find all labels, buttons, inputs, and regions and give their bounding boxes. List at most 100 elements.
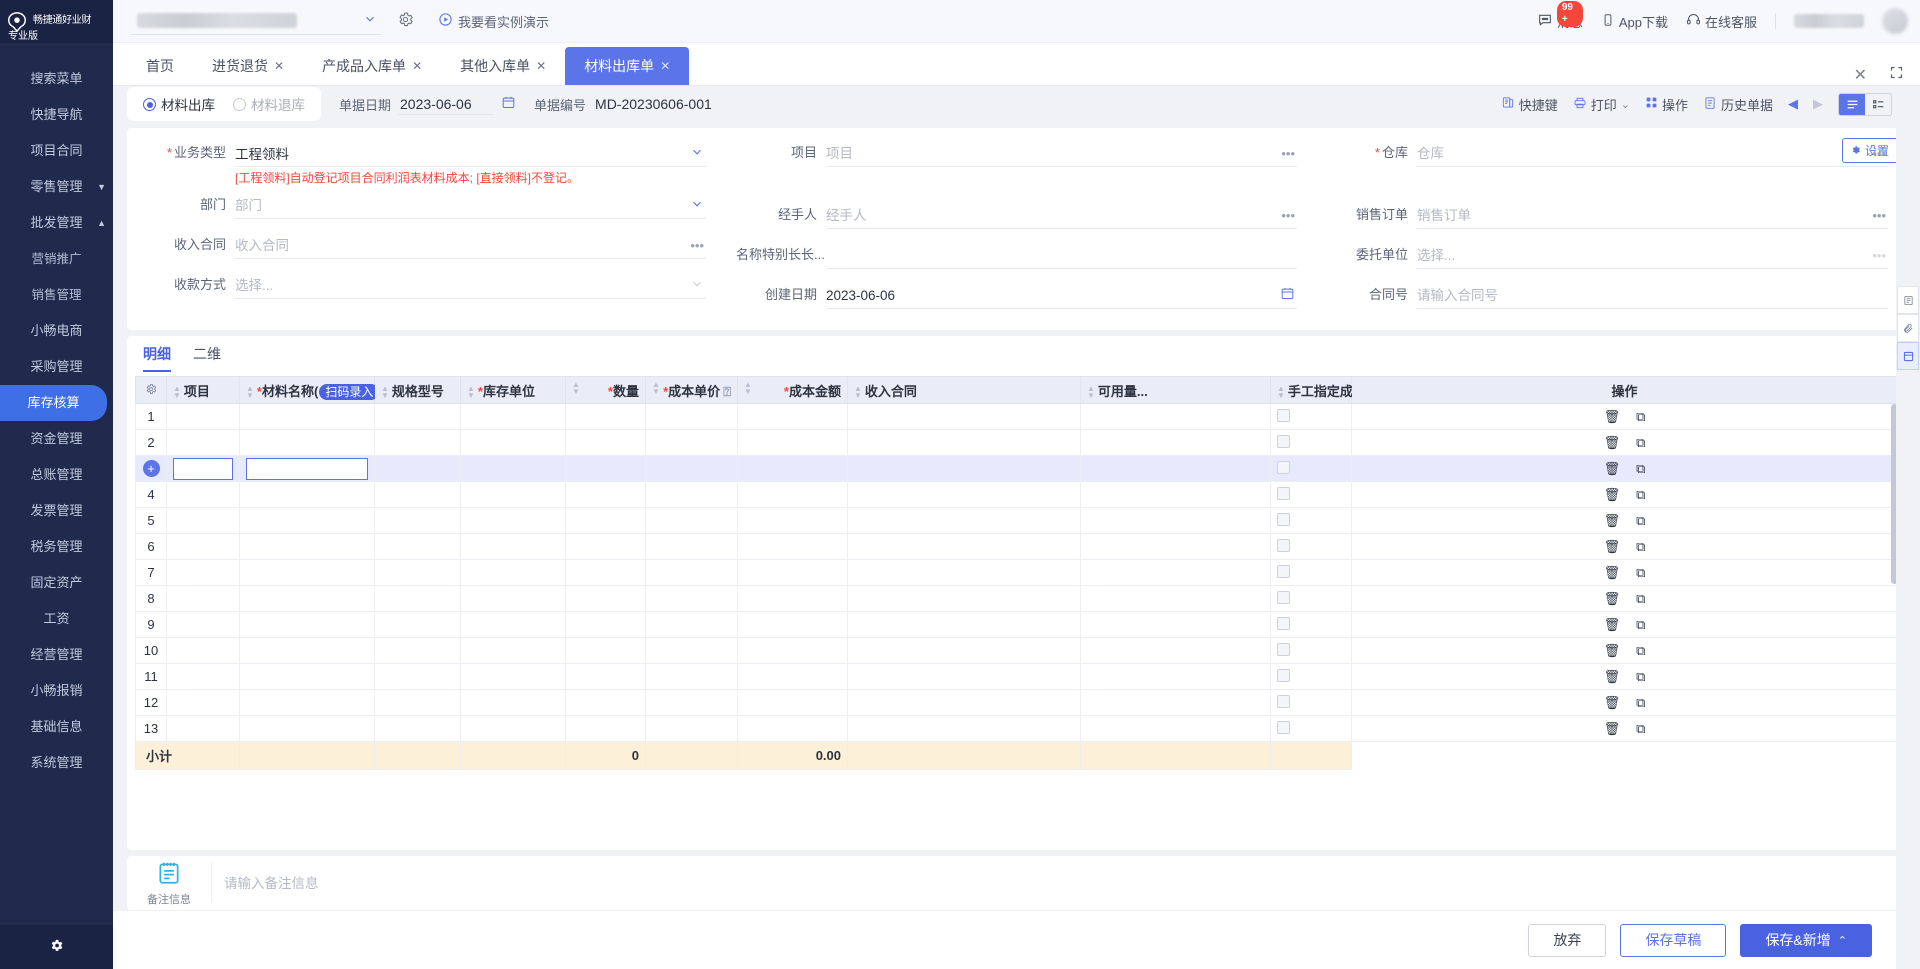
gear-icon[interactable] (49, 938, 64, 956)
cell-manual-cost[interactable] (1270, 637, 1352, 664)
warehouse-input[interactable] (1417, 145, 1888, 161)
cell-spec[interactable] (374, 481, 461, 508)
cell-qty[interactable] (565, 403, 646, 430)
ellipsis-icon[interactable]: ••• (1872, 145, 1886, 161)
col-cost-price[interactable]: ▲ ▼ *成本单价 ⍰ (645, 376, 738, 404)
cell-available[interactable] (1080, 611, 1271, 638)
cell-amount[interactable] (737, 403, 848, 430)
cell-price[interactable] (645, 663, 738, 690)
cell-price[interactable] (645, 481, 738, 508)
cell-unit[interactable] (460, 637, 566, 664)
cell-qty[interactable] (565, 559, 646, 586)
trash-icon[interactable]: 🗑 (1603, 642, 1621, 658)
cell-project[interactable] (166, 507, 240, 534)
cell-project[interactable] (166, 429, 240, 456)
cell-income-contract[interactable] (847, 663, 1081, 690)
trash-icon[interactable]: 🗑 (1603, 408, 1621, 424)
cell-manual-cost[interactable] (1270, 507, 1352, 534)
manual-cost-checkbox[interactable] (1277, 564, 1290, 578)
cell-manual-cost[interactable] (1270, 455, 1352, 482)
payment-method-input[interactable] (235, 277, 706, 293)
chevron-down-icon[interactable]: ⌄ (1620, 98, 1630, 111)
manual-cost-checkbox[interactable] (1277, 668, 1290, 682)
manual-cost-checkbox[interactable] (1277, 590, 1290, 604)
cell-manual-cost[interactable] (1270, 403, 1352, 430)
income-contract-input[interactable] (235, 237, 706, 253)
field-control[interactable] (826, 242, 1297, 269)
cell-spec[interactable] (374, 559, 461, 586)
online-service-button[interactable]: 在线客服 (1686, 12, 1757, 31)
trash-icon[interactable]: 🗑 (1603, 460, 1621, 476)
cell-qty[interactable] (565, 663, 646, 690)
cell-price[interactable] (645, 507, 738, 534)
chevron-down-icon[interactable] (690, 277, 704, 294)
copy-icon[interactable]: ⧉ (1636, 486, 1646, 502)
field-control[interactable]: ••• (1417, 140, 1888, 167)
sidebar-item-retail[interactable]: 零售管理 ▼ (0, 169, 113, 205)
memo-input[interactable] (224, 875, 1894, 891)
sidebar-item-purchase[interactable]: 采购管理 (0, 349, 113, 385)
field-control[interactable] (235, 192, 706, 219)
cell-unit[interactable] (460, 585, 566, 612)
trash-icon[interactable]: 🗑 (1603, 668, 1621, 684)
cell-available[interactable] (1080, 429, 1271, 456)
sidebar-item-invoice[interactable]: 发票管理 (0, 493, 113, 529)
sales-order-input[interactable] (1417, 207, 1888, 223)
cell-available[interactable] (1080, 403, 1271, 430)
cell-amount[interactable] (737, 689, 848, 716)
trash-icon[interactable]: 🗑 (1603, 564, 1621, 580)
sidebar-item-basic-info[interactable]: 基础信息 (0, 709, 113, 745)
tab-detail[interactable]: 明细 (143, 344, 171, 372)
table-row[interactable]: 13 🗑 ⧉ (135, 715, 1898, 742)
cell-material-name[interactable] (239, 663, 375, 690)
manual-cost-checkbox[interactable] (1277, 434, 1290, 448)
cell-material-name[interactable] (239, 689, 375, 716)
cell-price[interactable] (645, 455, 738, 482)
copy-icon[interactable]: ⧉ (1636, 694, 1646, 710)
cell-qty[interactable] (565, 585, 646, 612)
cell-unit[interactable] (460, 663, 566, 690)
cell-income-contract[interactable] (847, 533, 1081, 560)
create-date-input[interactable] (826, 287, 1297, 303)
cell-material-name[interactable] (239, 611, 375, 638)
cell-spec[interactable] (374, 533, 461, 560)
contract-no-input[interactable] (1417, 287, 1888, 303)
cell-available[interactable] (1080, 585, 1271, 612)
calendar-icon[interactable] (1280, 286, 1295, 304)
avatar[interactable] (1882, 8, 1908, 34)
cell-project[interactable] (166, 715, 240, 742)
trash-icon[interactable]: 🗑 (1603, 694, 1621, 710)
table-row[interactable]: 8 🗑 ⧉ (135, 585, 1898, 612)
manual-cost-checkbox[interactable] (1277, 720, 1290, 734)
department-input[interactable] (235, 197, 706, 213)
manual-cost-checkbox[interactable] (1277, 694, 1290, 708)
cell-project[interactable] (166, 689, 240, 716)
cell-price[interactable] (645, 611, 738, 638)
trash-icon[interactable]: 🗑 (1603, 720, 1621, 736)
help-icon[interactable]: ⍰ (723, 383, 731, 399)
chevron-down-icon[interactable] (690, 145, 704, 162)
cell-project[interactable] (166, 663, 240, 690)
table-row[interactable]: 10 🗑 ⧉ (135, 637, 1898, 664)
trash-icon[interactable]: 🗑 (1603, 486, 1621, 502)
sidebar-item-payroll[interactable]: 工资 (0, 601, 113, 637)
cell-amount[interactable] (737, 429, 848, 456)
cell-available[interactable] (1080, 559, 1271, 586)
save-draft-button[interactable]: 保存草稿 (1620, 923, 1727, 957)
cell-qty[interactable] (565, 455, 646, 482)
cell-income-contract[interactable] (847, 507, 1081, 534)
cell-price[interactable] (645, 715, 738, 742)
cell-project[interactable] (166, 611, 240, 638)
cell-income-contract[interactable] (847, 403, 1081, 430)
cell-material-name[interactable] (239, 403, 375, 430)
cell-available[interactable] (1080, 663, 1271, 690)
cell-unit[interactable] (460, 481, 566, 508)
cell-manual-cost[interactable] (1270, 663, 1352, 690)
calendar-icon[interactable] (501, 95, 516, 113)
sidebar-item-project-contract[interactable]: 项目合同 (0, 133, 113, 169)
cell-available[interactable] (1080, 533, 1271, 560)
cell-spec[interactable] (374, 637, 461, 664)
chevron-down-icon[interactable] (363, 12, 377, 29)
cell-spec[interactable] (374, 585, 461, 612)
table-row[interactable]: 7 🗑 ⧉ (135, 559, 1898, 586)
